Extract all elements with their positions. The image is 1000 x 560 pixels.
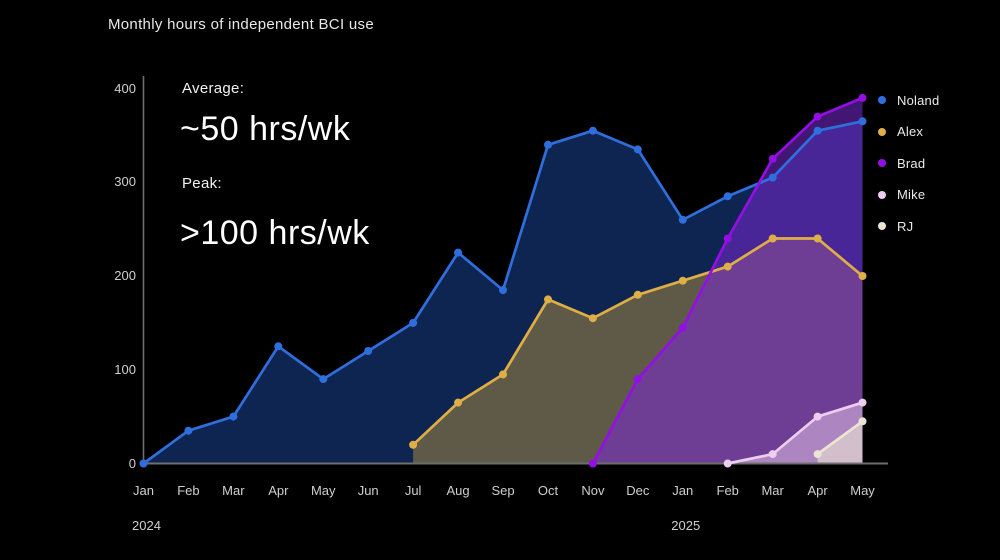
legend-dot-icon <box>878 127 886 136</box>
point-noland <box>139 459 148 468</box>
x-tick-label: May <box>850 483 875 498</box>
point-brad <box>678 323 687 332</box>
point-mike <box>813 412 822 421</box>
legend-label: RJ <box>897 218 914 234</box>
point-brad <box>768 154 777 163</box>
x-tick-label: May <box>310 483 336 498</box>
x-tick-label: Mar <box>222 483 245 498</box>
point-noland <box>499 286 507 295</box>
point-noland <box>723 192 732 201</box>
point-alex <box>813 234 822 243</box>
x-tick-label: Nov <box>581 483 605 498</box>
point-brad <box>588 459 597 468</box>
point-noland <box>364 347 373 355</box>
legend-dot-icon <box>878 222 886 230</box>
average-value: ~50 hrs/wk <box>180 110 351 148</box>
x-tick-label: Jun <box>357 483 379 498</box>
point-noland <box>184 426 193 435</box>
legend-label: Noland <box>897 92 940 108</box>
point-alex <box>678 276 687 285</box>
point-brad <box>633 375 642 384</box>
point-noland <box>633 145 642 154</box>
line-rj <box>816 419 864 456</box>
x-tick-label: Sep <box>491 483 515 498</box>
point-rj <box>858 417 867 426</box>
point-mike <box>858 398 867 407</box>
legend-item-brad: Brad <box>878 155 939 171</box>
point-alex <box>544 295 552 304</box>
legend-label: Mike <box>897 187 926 202</box>
point-alex <box>858 272 867 280</box>
point-alex <box>633 290 642 299</box>
x-tick-label: Jan <box>133 483 154 498</box>
point-noland <box>274 342 283 351</box>
x-tick-label: Oct <box>537 483 559 498</box>
point-noland <box>813 126 822 135</box>
area-brad <box>592 97 863 464</box>
point-rj <box>813 450 822 459</box>
chart-title: Monthly hours of independent BCI use <box>108 16 374 33</box>
peak-value: >100 hrs/wk <box>180 214 370 252</box>
x-tick-label: Mar <box>761 483 784 498</box>
line-mike <box>726 401 864 465</box>
point-alex <box>454 398 463 407</box>
point-mike <box>768 450 777 459</box>
x-tick-label: Feb <box>716 483 739 498</box>
point-noland <box>454 248 463 257</box>
x-tick-label: Jan <box>672 483 694 498</box>
x-tick-label: Apr <box>807 483 828 498</box>
y-tick-label: 400 <box>114 80 136 96</box>
legend-dot-icon <box>878 190 886 199</box>
point-alex <box>499 370 507 379</box>
point-noland <box>229 412 238 421</box>
point-noland <box>588 126 597 135</box>
point-alex <box>768 234 777 243</box>
peak-label: Peak: <box>182 175 222 192</box>
legend-item-mike: Mike <box>878 187 939 203</box>
legend-item-alex: Alex <box>878 124 939 140</box>
point-alex <box>588 314 597 323</box>
legend-item-rj: RJ <box>878 218 939 234</box>
point-noland <box>319 375 328 384</box>
legend-dot-icon <box>878 96 886 104</box>
average-label: Average: <box>182 80 245 97</box>
y-tick-label: 100 <box>114 361 136 377</box>
legend-dot-icon <box>878 159 886 167</box>
point-brad <box>813 112 822 121</box>
x-tick-label: Dec <box>626 483 650 498</box>
x-tick-label: Jul <box>404 483 422 498</box>
point-noland <box>409 318 418 327</box>
legend-item-noland: Noland <box>878 92 939 108</box>
y-tick-label: 0 <box>128 455 136 471</box>
point-noland <box>858 117 867 126</box>
point-noland <box>544 140 552 149</box>
year-label: 2024 <box>132 518 161 533</box>
x-tick-label: Aug <box>446 483 470 498</box>
year-label: 2025 <box>671 518 701 533</box>
point-brad <box>723 234 732 243</box>
point-noland <box>768 173 777 182</box>
legend: Noland Alex Brad Mike RJ <box>878 92 939 250</box>
point-mike <box>723 459 732 468</box>
point-noland <box>678 215 687 224</box>
legend-label: Brad <box>897 155 926 171</box>
legend-label: Alex <box>897 124 924 139</box>
x-tick-label: Feb <box>177 483 200 498</box>
point-brad <box>858 93 867 102</box>
x-tick-label: Apr <box>268 483 289 498</box>
y-tick-label: 300 <box>114 174 136 190</box>
y-tick-label: 200 <box>114 268 136 283</box>
area-rj <box>817 421 863 464</box>
point-alex <box>723 262 732 271</box>
point-alex <box>409 440 418 449</box>
